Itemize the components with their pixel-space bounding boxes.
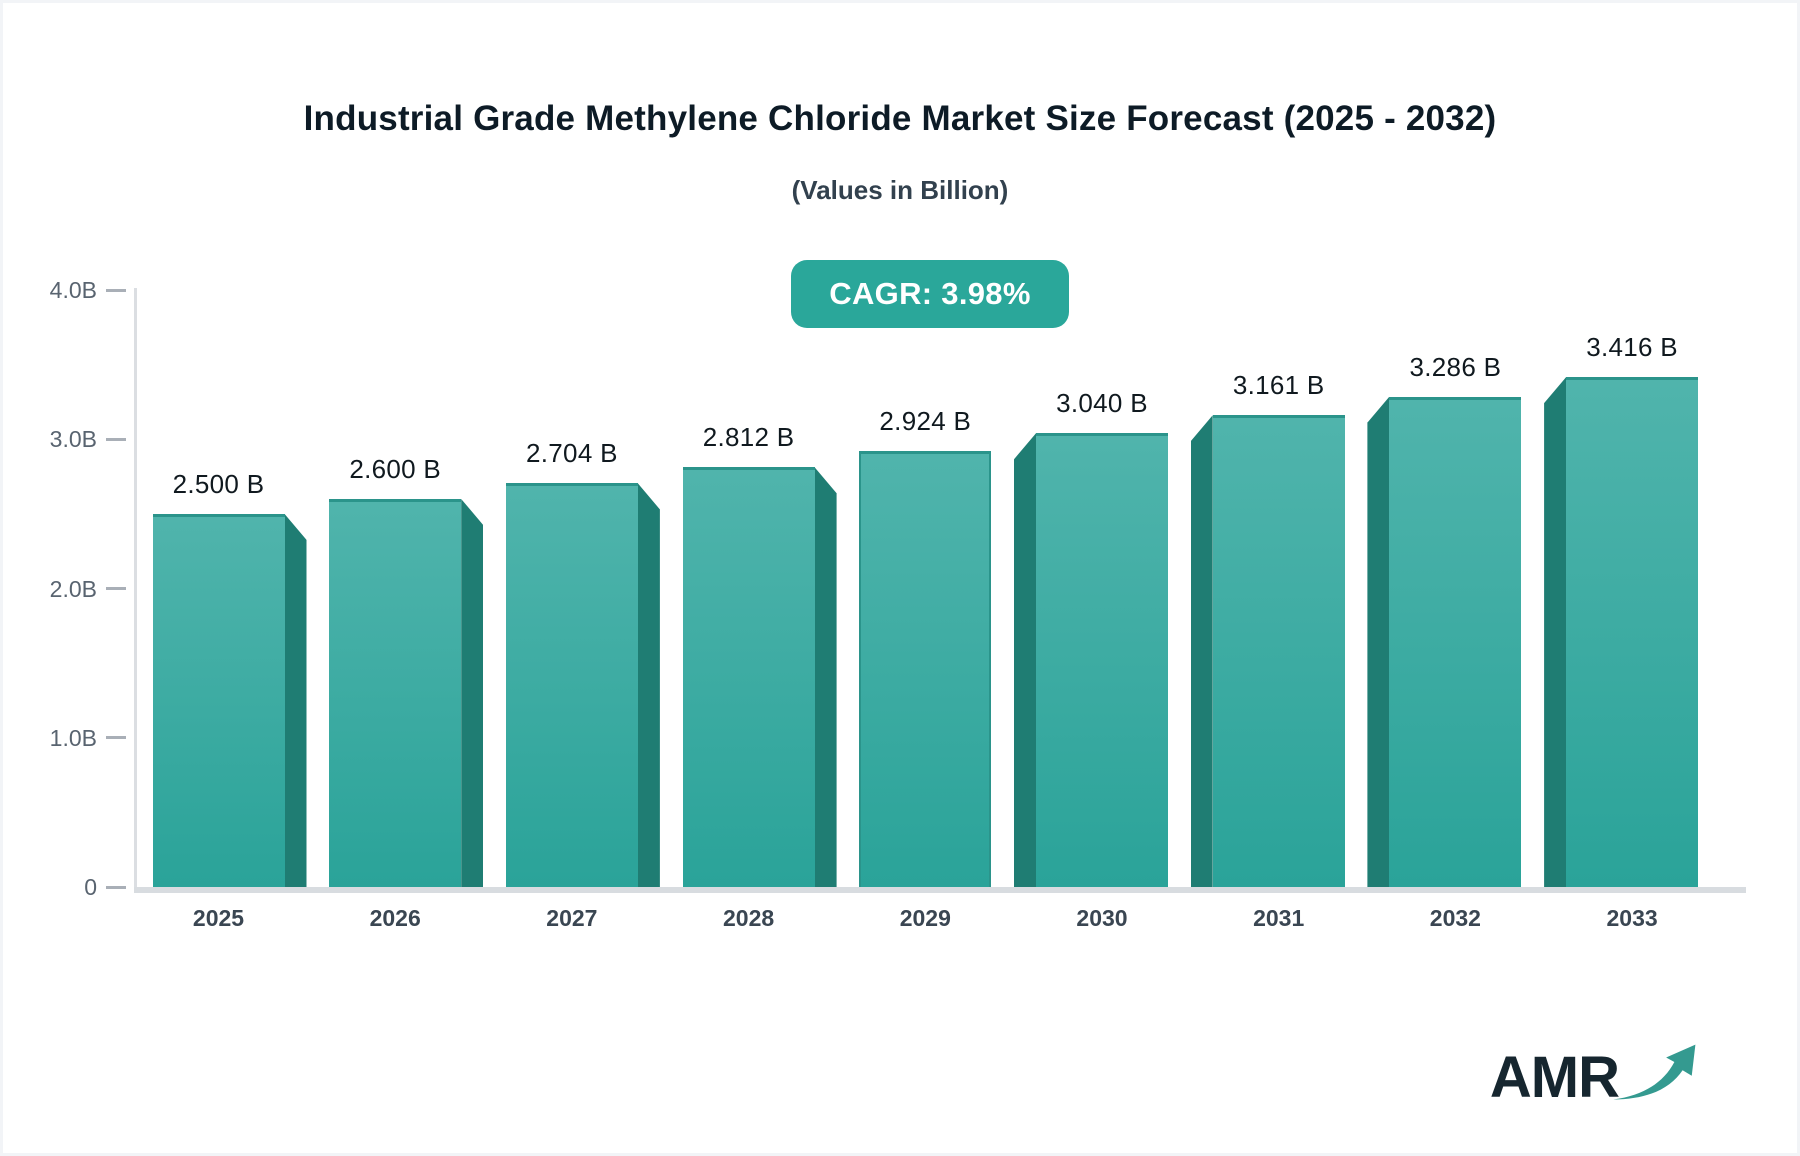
- y-axis-label: 1.0B: [49, 724, 97, 751]
- bar-side-face-2033: [1544, 377, 1567, 887]
- bar-side-face-2025: [284, 513, 307, 887]
- x-axis-label-2028: 2028: [723, 905, 775, 931]
- y-axis-tick: [106, 288, 126, 292]
- bar-2031: [1212, 415, 1345, 887]
- bar-side-face-2032: [1367, 396, 1390, 887]
- y-axis-label: 3.0B: [49, 426, 97, 453]
- bar-2026: [329, 498, 462, 887]
- amr-logo: AMR: [1490, 1041, 1705, 1107]
- y-axis-tick: [106, 885, 126, 889]
- bar-value-label-2026: 2.600 B: [349, 453, 442, 484]
- x-axis-label-2026: 2026: [369, 905, 421, 931]
- growth-arrow-icon: [1613, 1044, 1696, 1100]
- y-axis-label: 2.0B: [49, 575, 97, 602]
- y-axis-label: 4.0B: [49, 277, 97, 303]
- x-axis-label-2029: 2029: [899, 905, 951, 931]
- bar-2028: [682, 467, 815, 887]
- bar-2033: [1566, 377, 1699, 887]
- cagr-badge: CAGR: 3.98%: [791, 260, 1069, 328]
- bar-value-label-2028: 2.812 B: [702, 422, 795, 453]
- bar-value-label-2027: 2.704 B: [526, 438, 618, 469]
- amr-logo-text: AMR: [1489, 1045, 1620, 1110]
- bar-side-face-2027: [637, 483, 660, 887]
- chart-title: Industrial Grade Methylene Chloride Mark…: [303, 99, 1497, 138]
- x-axis-label-2027: 2027: [546, 905, 598, 931]
- y-axis-label: 0: [84, 874, 97, 900]
- bar-value-label-2029: 2.924 B: [879, 405, 972, 436]
- bar-2029: [859, 450, 992, 887]
- bar-value-label-2032: 3.286 B: [1409, 351, 1502, 382]
- bar-value-label-2033: 3.416 B: [1586, 332, 1678, 363]
- bar-side-face-2026: [461, 498, 484, 887]
- y-axis-tick: [106, 587, 126, 590]
- bar-value-label-2031: 3.161 B: [1232, 370, 1325, 401]
- bar-2025: [152, 513, 285, 887]
- x-axis-label-2030: 2030: [1076, 905, 1128, 931]
- x-axis-baseline: [134, 887, 1746, 893]
- y-axis-line: [134, 288, 137, 890]
- plot-area: 4.0B 3.0B 2.0B 1.0B 0 2.500 B 2.600 B 2.704 B 2…: [3, 3, 1797, 1153]
- bar-side-face-2031: [1190, 415, 1213, 887]
- bar-2030: [1036, 433, 1168, 887]
- bar-side-face-2028: [814, 467, 837, 887]
- chart-subtitle: (Values in Billion): [791, 175, 1009, 205]
- x-axis-label-2032: 2032: [1429, 905, 1481, 931]
- bar-value-label-2025: 2.500 B: [172, 468, 265, 499]
- bar-side-face-2030: [1014, 433, 1036, 887]
- x-axis-label-2033: 2033: [1606, 905, 1658, 931]
- y-axis-tick: [106, 437, 126, 441]
- x-axis-label-2025: 2025: [192, 905, 245, 931]
- bar-2032: [1389, 396, 1522, 887]
- y-axis-tick: [106, 736, 126, 740]
- bar-2027: [505, 483, 638, 887]
- bar-value-label-2030: 3.040 B: [1056, 388, 1148, 419]
- x-axis-label-2031: 2031: [1253, 905, 1305, 931]
